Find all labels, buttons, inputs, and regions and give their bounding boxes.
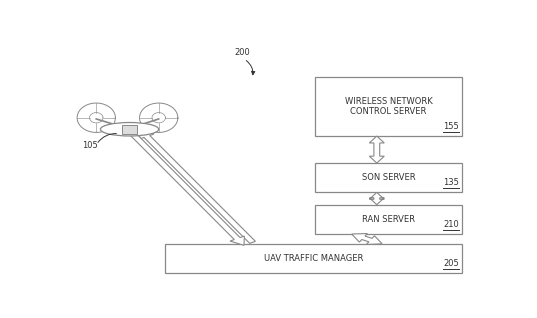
Polygon shape	[129, 132, 244, 245]
Text: 155: 155	[444, 122, 459, 131]
Polygon shape	[352, 233, 382, 244]
FancyBboxPatch shape	[315, 163, 462, 192]
Text: 200: 200	[234, 47, 250, 57]
Text: WIRELESS NETWORK
CONTROL SERVER: WIRELESS NETWORK CONTROL SERVER	[345, 97, 432, 116]
Polygon shape	[369, 136, 384, 163]
Text: 210: 210	[444, 220, 459, 229]
Polygon shape	[369, 192, 384, 205]
FancyBboxPatch shape	[315, 77, 462, 136]
FancyBboxPatch shape	[122, 125, 137, 134]
Text: 105: 105	[82, 142, 98, 150]
Text: UAV TRAFFIC MANAGER: UAV TRAFFIC MANAGER	[264, 254, 364, 263]
Ellipse shape	[100, 122, 159, 136]
Text: 135: 135	[443, 178, 459, 187]
Polygon shape	[140, 130, 256, 243]
FancyBboxPatch shape	[165, 244, 462, 273]
Text: RAN SERVER: RAN SERVER	[362, 215, 415, 224]
Text: 205: 205	[444, 259, 459, 268]
Text: SON SERVER: SON SERVER	[362, 173, 416, 182]
FancyBboxPatch shape	[315, 205, 462, 234]
